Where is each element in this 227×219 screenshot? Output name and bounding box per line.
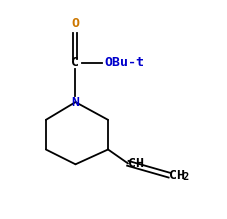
Text: 2: 2 — [182, 172, 188, 182]
Text: CH: CH — [128, 157, 144, 170]
Text: N: N — [72, 96, 79, 109]
Text: OBu-t: OBu-t — [104, 56, 144, 69]
Text: C: C — [72, 56, 79, 69]
Text: CH: CH — [169, 169, 185, 182]
Text: O: O — [72, 17, 79, 30]
